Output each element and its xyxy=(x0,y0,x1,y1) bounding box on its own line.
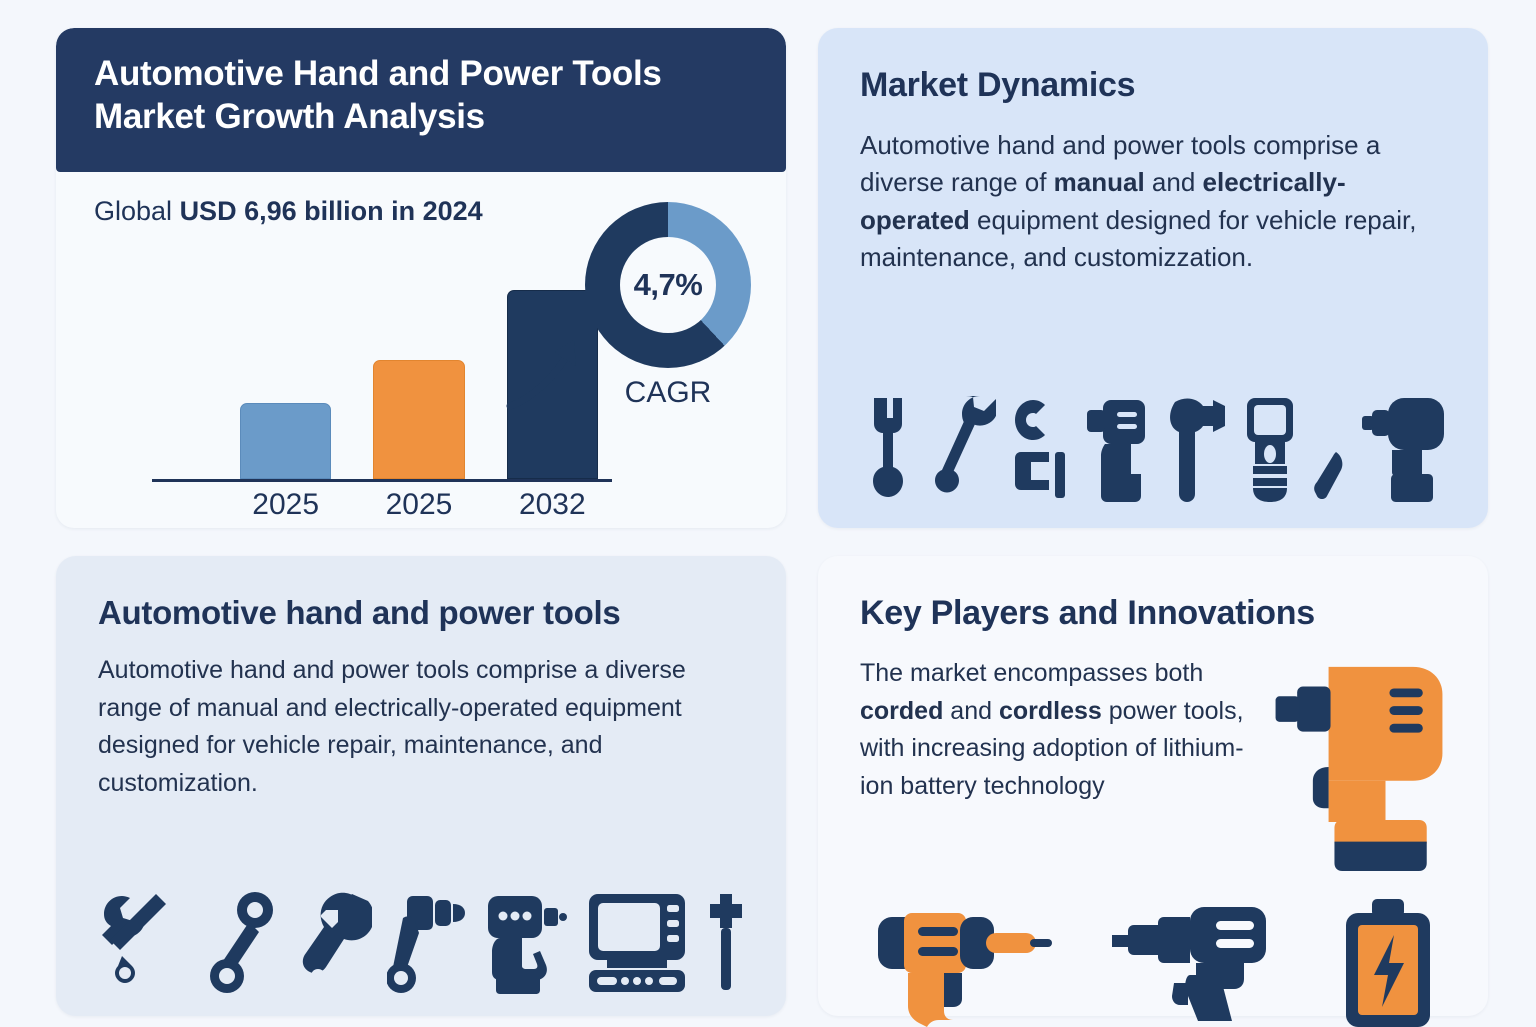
chart-caption-value: USD 6,96 billion in 2024 xyxy=(179,196,483,226)
x-tick-0: 2025 xyxy=(252,488,320,521)
market-growth-chart-card: Automotive Hand and Power Tools Market G… xyxy=(56,28,786,528)
cagr-caption: CAGR xyxy=(624,376,712,409)
dyn-text-post: equipment designed for vehicle repair, m… xyxy=(860,204,1417,273)
key-players-body: The market encompasses both corded and c… xyxy=(860,655,1260,873)
screwdriver-bit-icon xyxy=(1313,452,1343,499)
orange-corded-drill-icon xyxy=(878,913,1052,1027)
automotive-tools-body: Automotive hand and power tools comprise… xyxy=(98,656,686,797)
bar-group xyxy=(240,284,598,479)
chart-card-body: Global USD 6,96 billion in 2024 2025 202… xyxy=(56,172,786,521)
donut-ring: 4,7% xyxy=(585,202,751,368)
bar-2025-a xyxy=(240,402,332,479)
bar-chart-plot: 2025 2025 2032 xyxy=(152,282,612,521)
wrench-open-icon xyxy=(302,892,372,983)
cordless-drill-icon xyxy=(488,896,567,994)
chart-caption: Global USD 6,96 billion in 2024 xyxy=(94,194,544,230)
hammer-icon xyxy=(1170,398,1226,502)
clamp-icon xyxy=(1014,400,1065,498)
cagr-value: 4,7% xyxy=(633,267,703,302)
navy-impact-drill-icon xyxy=(1112,907,1266,1021)
dyn-text-mid: and xyxy=(1144,167,1203,198)
key-text-pre: The market encompasses both xyxy=(860,659,1204,687)
dyn-bold-electrical: electrically-operated xyxy=(860,167,1346,235)
diagnostic-scanner-icon xyxy=(589,894,685,992)
hammer-icon xyxy=(710,894,742,990)
key-players-content: The market encompasses both corded and c… xyxy=(860,655,1448,873)
measuring-tool-icon xyxy=(1247,398,1294,502)
automotive-tools-card: Automotive hand and power tools Automoti… xyxy=(56,556,786,1016)
crossed-wrench-screwdriver-icon xyxy=(102,894,166,983)
key-players-title: Key Players and Innovations xyxy=(860,594,1315,632)
power-drill-icon xyxy=(1361,398,1444,502)
chart-caption-lead: Global xyxy=(94,196,180,226)
dynamics-icon-row xyxy=(860,394,1448,506)
wrench-adjustable-icon xyxy=(935,396,997,493)
battery-lithium-icon xyxy=(1346,899,1430,1027)
key-text-mid: and xyxy=(943,696,999,725)
key-players-card: Key Players and Innovations The market e… xyxy=(818,556,1488,1027)
key-bold-cordless: cordless xyxy=(998,696,1102,725)
bar-2025-b xyxy=(373,360,465,479)
dyn-text-pre: Automotive hand and power tools comprise… xyxy=(860,130,1381,198)
drill-icon xyxy=(1086,400,1145,502)
chart-x-axis xyxy=(152,479,612,482)
market-dynamics-card: Market Dynamics Automotive hand and powe… xyxy=(818,28,1488,528)
impact-wrench-icon xyxy=(387,896,465,993)
wrench-double-icon xyxy=(210,892,273,993)
market-dynamics-title: Market Dynamics xyxy=(860,66,1136,104)
x-tick-1: 2025 xyxy=(385,488,453,521)
bar-2032 xyxy=(506,289,598,479)
wrench-icon xyxy=(873,398,903,497)
automotive-tools-title: Automotive hand and power tools xyxy=(98,594,621,631)
page-title: Automotive Hand and Power Tools Market G… xyxy=(94,54,662,137)
key-icon-row xyxy=(860,899,1448,1027)
dyn-bold-manual: manual xyxy=(1053,167,1145,198)
key-bold-corded: corded xyxy=(860,696,944,725)
cagr-donut-chart: 4,7% CAGR xyxy=(580,202,756,410)
key-text-post: power tools, with increasing adoption of… xyxy=(860,696,1244,800)
x-axis-tick-labels: 2025 2025 2032 xyxy=(240,488,598,522)
growth-arrow-icon xyxy=(506,340,576,410)
x-tick-2: 2032 xyxy=(518,488,586,521)
donut-center: 4,7% xyxy=(620,237,716,333)
orange-cordless-drill-icon xyxy=(1275,666,1443,872)
market-dynamics-body: Automotive hand and power tools comprise… xyxy=(860,127,1448,277)
chart-card-header: Automotive Hand and Power Tools Market G… xyxy=(56,28,786,172)
tools-icon-row xyxy=(98,890,746,994)
